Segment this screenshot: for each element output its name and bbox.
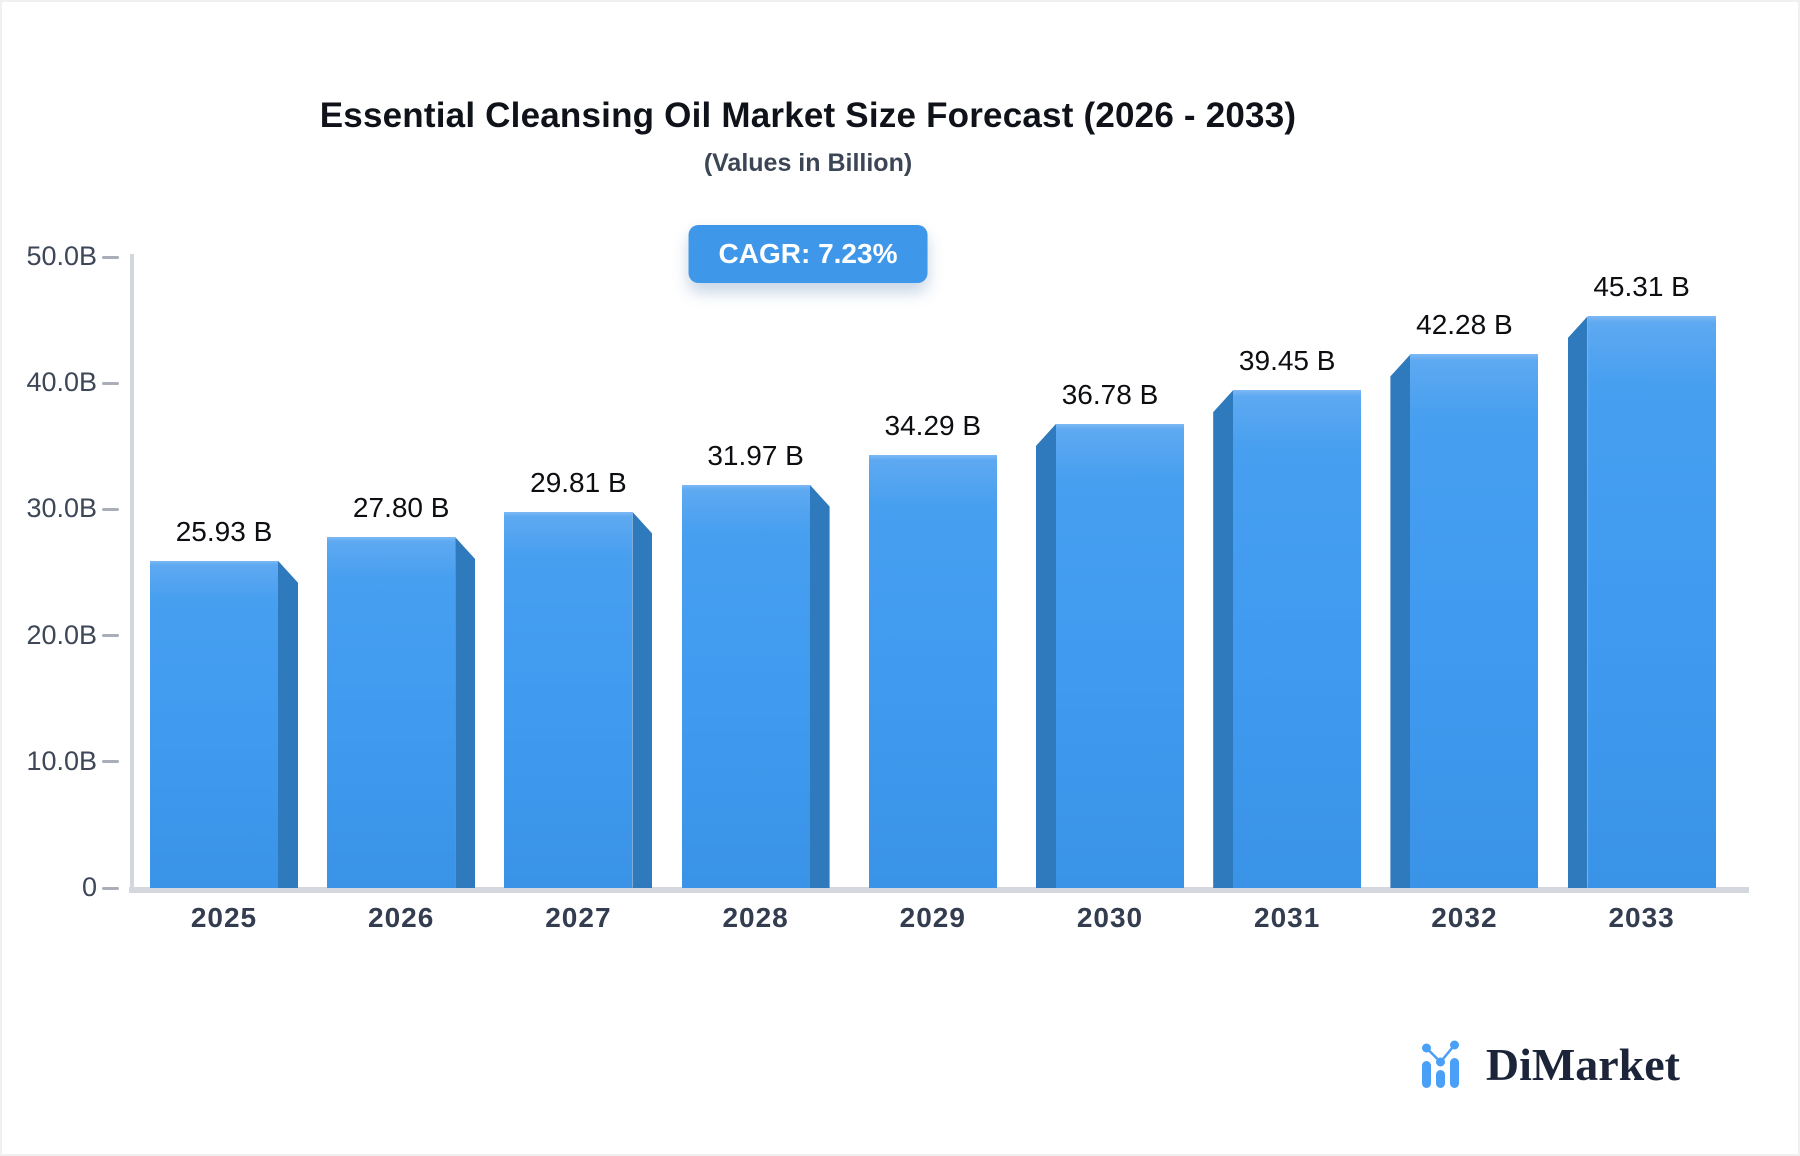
y-axis-line <box>130 254 134 890</box>
bar-2031 <box>1213 390 1362 888</box>
bar-value-label: 42.28 B <box>1416 309 1513 341</box>
y-tick-label: 10.0B <box>26 745 97 776</box>
bar-value-label: 45.31 B <box>1593 271 1690 303</box>
brand-logo: DiMarket <box>1421 1040 1680 1088</box>
bar-value-label: 25.93 B <box>175 515 273 547</box>
bar-side-face <box>1213 390 1234 888</box>
bar-face <box>868 455 997 888</box>
bar-side-face <box>809 484 830 888</box>
bar-face <box>150 560 278 888</box>
bar-value-label: 39.45 B <box>1238 345 1336 377</box>
bar-face <box>1233 390 1362 888</box>
x-axis-label-2030: 2030 <box>1076 902 1144 933</box>
y-tick-mark <box>102 886 119 890</box>
bar-side-face <box>278 560 298 888</box>
x-axis-label-2028: 2028 <box>722 902 789 933</box>
bar-side-face <box>455 537 476 888</box>
x-axis-baseline <box>129 887 1749 893</box>
brand-logo-text: DiMarket <box>1485 1039 1680 1090</box>
y-tick-label: 0 <box>81 872 97 902</box>
bar-value-label: 27.80 B <box>352 492 450 524</box>
bar-2025 <box>150 560 298 888</box>
bar-value-label: 36.78 B <box>1061 378 1159 410</box>
bar-2032 <box>1390 354 1539 888</box>
bar-2027 <box>504 511 653 888</box>
bar-value-label: 29.81 B <box>530 466 627 498</box>
mini-bar-line-chart-icon <box>1421 1040 1459 1088</box>
bar-side-face <box>1390 354 1411 888</box>
chart-subtitle: (Values in Billion) <box>703 149 913 177</box>
x-axis-label-2029: 2029 <box>899 902 966 933</box>
bar-side-face <box>1036 423 1056 888</box>
bar-side-face <box>1567 316 1588 888</box>
bar-face <box>504 511 633 888</box>
bar-2033 <box>1567 316 1716 888</box>
y-tick-label: 40.0B <box>26 367 97 398</box>
x-axis-label-2033: 2033 <box>1608 902 1675 933</box>
bar-face <box>1587 316 1716 888</box>
y-tick-mark <box>102 507 119 511</box>
y-tick-mark <box>102 381 119 385</box>
bar-value-label: 34.29 B <box>884 410 982 442</box>
bar-face <box>1410 354 1539 888</box>
chart-title: Essential Cleansing Oil Market Size Fore… <box>319 96 1297 135</box>
bar-2028 <box>681 484 830 888</box>
y-tick-mark <box>102 255 119 259</box>
y-tick-mark <box>102 760 119 764</box>
bar-value-label: 31.97 B <box>707 439 804 471</box>
y-tick-label: 30.0B <box>26 493 97 524</box>
bar-side-face <box>632 511 653 888</box>
bar-face <box>327 537 456 888</box>
bar-2029 <box>859 455 1007 888</box>
x-axis-label-2025: 2025 <box>190 902 258 933</box>
x-axis-label-2032: 2032 <box>1431 902 1498 933</box>
bar-2026 <box>327 537 476 888</box>
y-tick-label: 20.0B <box>26 619 97 650</box>
x-axis-label-2027: 2027 <box>545 902 612 933</box>
x-axis-label-2031: 2031 <box>1254 902 1321 933</box>
bar-face <box>1056 423 1184 888</box>
y-tick-label: 50.0B <box>26 241 97 271</box>
y-tick-mark <box>102 634 119 638</box>
cagr-badge: CAGR: 7.23% <box>688 225 928 283</box>
x-axis-label-2026: 2026 <box>368 902 435 933</box>
bar-face <box>681 484 810 888</box>
bar-2030 <box>1036 423 1184 888</box>
